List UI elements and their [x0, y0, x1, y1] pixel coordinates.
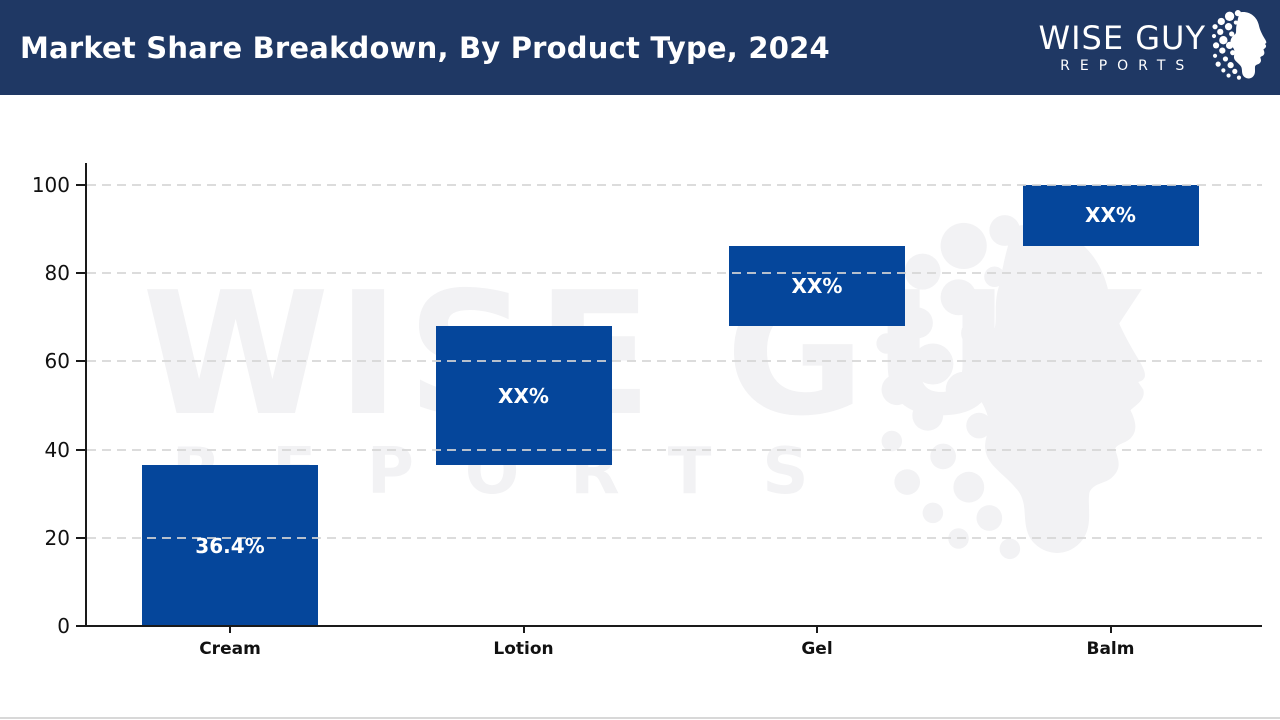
bar-label: XX% [1085, 203, 1136, 228]
bar-label: 36.4% [195, 533, 265, 558]
y-tick [76, 536, 86, 539]
y-tick-label: 60 [44, 349, 70, 374]
x-tick-label: Lotion [493, 639, 554, 659]
bar-balm [1022, 185, 1199, 246]
x-axis-line [79, 625, 1262, 627]
y-tick-label: 20 [44, 525, 70, 550]
header: Market Share Breakdown, By Product Type,… [0, 0, 1280, 95]
bar-label: XX% [791, 273, 843, 298]
y-tick [76, 272, 86, 275]
bar-gel [729, 245, 905, 327]
page-title: Market Share Breakdown, By Product Type,… [20, 30, 830, 65]
y-tick [76, 625, 86, 627]
x-tick [816, 627, 818, 633]
gridline [87, 536, 1262, 539]
y-tick [76, 184, 86, 186]
x-tick [1109, 627, 1112, 633]
gridline [87, 448, 1262, 451]
y-axis-line [85, 163, 87, 627]
logo-text: WISE GUY REPORTS [1038, 21, 1206, 75]
x-tick-label: Gel [801, 639, 833, 659]
x-tick [522, 627, 525, 633]
bar-label: XX% [498, 383, 549, 408]
logo: WISE GUY REPORTS [1038, 9, 1270, 87]
x-tick [229, 627, 231, 633]
gridline [87, 272, 1262, 275]
y-tick [76, 448, 86, 451]
x-tick-label: Balm [1086, 639, 1135, 659]
logo-face-icon [1211, 9, 1267, 80]
gridline [87, 360, 1262, 363]
y-tick-label: 80 [44, 261, 70, 286]
watermark-face-icon [876, 215, 1145, 560]
chart-area: WISE GUY REPORTS 36.4% XX% XX% XX% 0 20 40 60 80… [0, 95, 1280, 718]
y-tick-label: 40 [44, 437, 70, 462]
bar-lotion [435, 326, 612, 466]
logo-subtitle: REPORTS [1060, 57, 1195, 74]
y-tick-label: 100 [31, 173, 70, 197]
x-tick-label: Cream [199, 639, 261, 659]
y-tick-label: 0 [57, 614, 70, 638]
bar-cream [142, 465, 318, 626]
y-tick [76, 360, 86, 363]
bottom-border [0, 717, 1280, 719]
logo-wordmark: WISE GUY [1038, 18, 1206, 57]
gridline [87, 184, 1262, 186]
